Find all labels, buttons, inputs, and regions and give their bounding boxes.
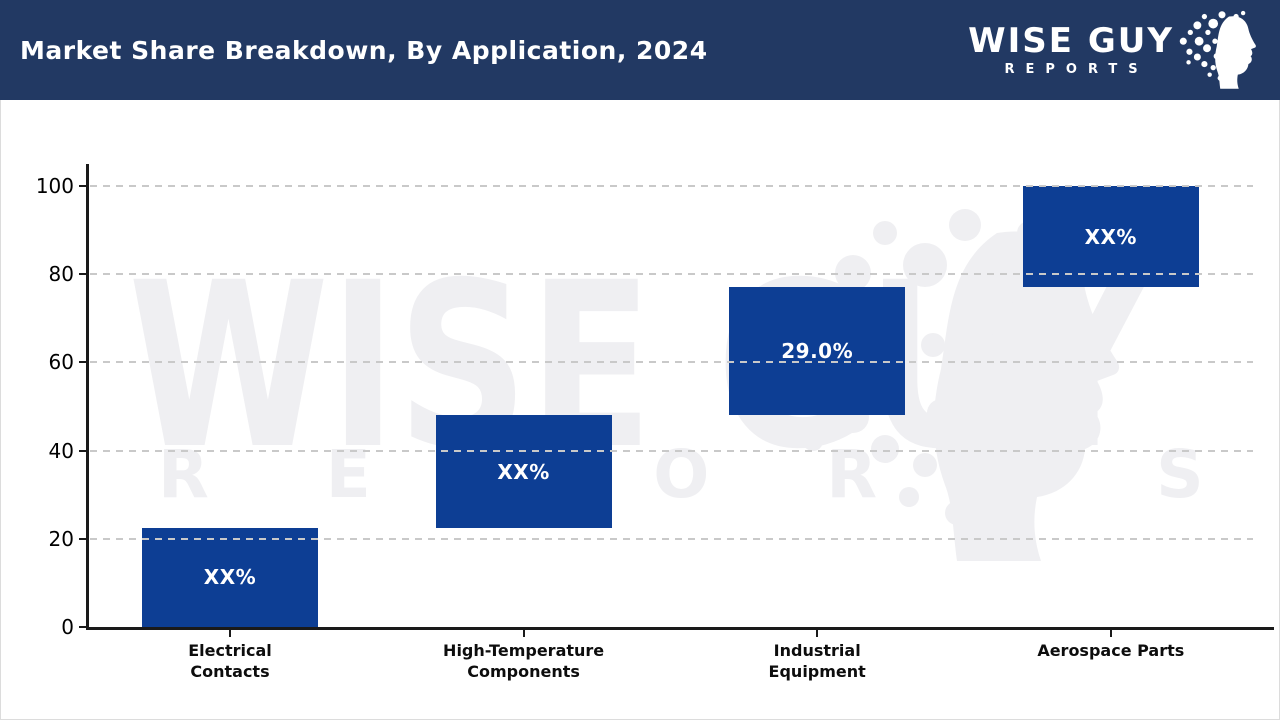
y-tick-label: 60 [48,350,74,375]
bar-value-label: XX% [497,459,550,484]
y-tick-label: 80 [48,262,74,287]
gridline [90,185,1253,187]
x-tick-label: Aerospace Parts [1037,641,1185,660]
y-tick-mark [79,273,86,276]
x-tick-mark [816,630,819,637]
y-tick-label: 20 [48,526,74,551]
gridline [90,273,1253,276]
logo-subtitle: REPORTS [1004,61,1149,77]
x-tick-label: Industrial Equipment [768,641,866,681]
x-tick-mark [522,630,525,637]
y-tick-label: 100 [35,174,74,198]
y-tick-mark [79,626,86,628]
header: Market Share Breakdown, By Application, … [0,0,1280,100]
x-axis [86,627,1274,630]
bar-value-label: XX% [1084,224,1137,249]
bar-segment: 29.0% [729,287,906,416]
bar-segment: XX% [142,527,318,627]
bar-value-label: XX% [203,565,257,590]
logo-text: WISE GUY REPORTS [968,24,1174,77]
brand-logo: WISE GUY REPORTS [968,6,1266,94]
gridline [90,449,1253,452]
x-tick-mark [1109,630,1112,637]
gridline [90,537,1253,540]
y-axis [86,164,89,630]
page-title: Market Share Breakdown, By Application, … [20,35,708,65]
logo-wordmark: WISE GUY [968,20,1174,61]
bar-value-label: 29.0% [781,339,854,364]
y-tick-mark [79,449,86,452]
x-tick-label: Electrical Contacts [188,641,272,681]
gridline [90,361,1253,364]
bar-segment: XX% [435,415,612,528]
y-tick-mark [79,361,86,364]
logo-head-icon [1179,10,1256,89]
y-tick-mark [79,185,86,187]
y-tick-label: 0 [61,615,74,639]
y-tick-label: 40 [48,438,74,463]
x-tick-mark [229,630,231,637]
x-tick-label: High-Temperature Components [443,641,605,681]
y-tick-mark [79,537,86,540]
